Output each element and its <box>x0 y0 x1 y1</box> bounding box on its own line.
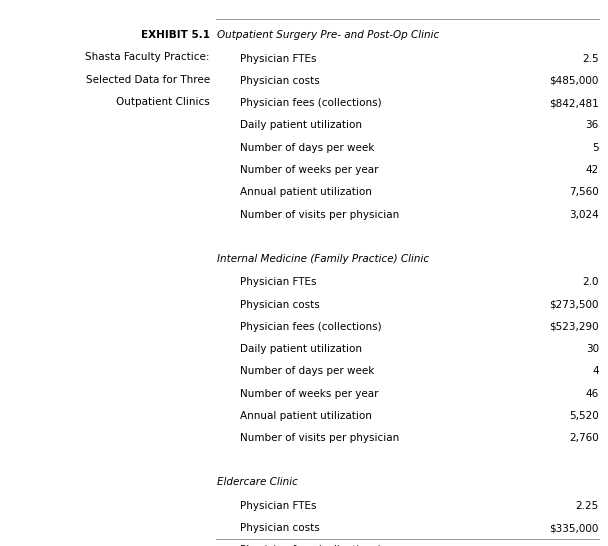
Text: Number of visits per physician: Number of visits per physician <box>240 433 399 443</box>
Text: Physician FTEs: Physician FTEs <box>240 54 317 64</box>
Text: 2.5: 2.5 <box>582 54 599 64</box>
Text: Physician fees (collections): Physician fees (collections) <box>240 322 382 332</box>
Text: $842,481: $842,481 <box>549 98 599 108</box>
Text: Annual patient utilization: Annual patient utilization <box>240 187 372 197</box>
Text: 36: 36 <box>586 121 599 130</box>
Text: $273,500: $273,500 <box>550 300 599 310</box>
Text: Physician fees (collections): Physician fees (collections) <box>240 545 382 546</box>
Text: 5: 5 <box>592 143 599 153</box>
Text: 4: 4 <box>592 366 599 376</box>
Text: Daily patient utilization: Daily patient utilization <box>240 121 362 130</box>
Text: 30: 30 <box>586 344 599 354</box>
Text: $485,000: $485,000 <box>550 76 599 86</box>
Text: Physician FTEs: Physician FTEs <box>240 277 317 287</box>
Text: Physician fees (collections): Physician fees (collections) <box>240 98 382 108</box>
Text: 3,024: 3,024 <box>569 210 599 219</box>
Text: Number of weeks per year: Number of weeks per year <box>240 165 379 175</box>
Text: Physician costs: Physician costs <box>240 300 320 310</box>
Text: $523,290: $523,290 <box>549 322 599 332</box>
Text: Shasta Faculty Practice:: Shasta Faculty Practice: <box>85 52 210 62</box>
Text: Outpatient Surgery Pre- and Post-Op Clinic: Outpatient Surgery Pre- and Post-Op Clin… <box>217 30 440 40</box>
Text: Number of visits per physician: Number of visits per physician <box>240 210 399 219</box>
Text: Number of weeks per year: Number of weeks per year <box>240 389 379 399</box>
Text: 46: 46 <box>586 389 599 399</box>
Text: 5,520: 5,520 <box>569 411 599 421</box>
Text: Daily patient utilization: Daily patient utilization <box>240 344 362 354</box>
Text: Physician costs: Physician costs <box>240 523 320 533</box>
Text: $335,000: $335,000 <box>550 523 599 533</box>
Text: Number of days per week: Number of days per week <box>240 143 375 153</box>
Text: Eldercare Clinic: Eldercare Clinic <box>217 477 298 488</box>
Text: Internal Medicine (Family Practice) Clinic: Internal Medicine (Family Practice) Clin… <box>217 254 429 264</box>
Text: Physician FTEs: Physician FTEs <box>240 501 317 511</box>
Text: 42: 42 <box>586 165 599 175</box>
Text: Physician costs: Physician costs <box>240 76 320 86</box>
Text: 7,560: 7,560 <box>569 187 599 197</box>
Text: Number of days per week: Number of days per week <box>240 366 375 376</box>
Text: Outpatient Clinics: Outpatient Clinics <box>116 97 210 107</box>
Text: Selected Data for Three: Selected Data for Three <box>86 75 210 85</box>
Text: 2.25: 2.25 <box>576 501 599 511</box>
Text: EXHIBIT 5.1: EXHIBIT 5.1 <box>141 30 210 40</box>
Text: Annual patient utilization: Annual patient utilization <box>240 411 372 421</box>
Text: 2.0: 2.0 <box>582 277 599 287</box>
Text: $454,219: $454,219 <box>549 545 599 546</box>
Text: 2,760: 2,760 <box>569 433 599 443</box>
